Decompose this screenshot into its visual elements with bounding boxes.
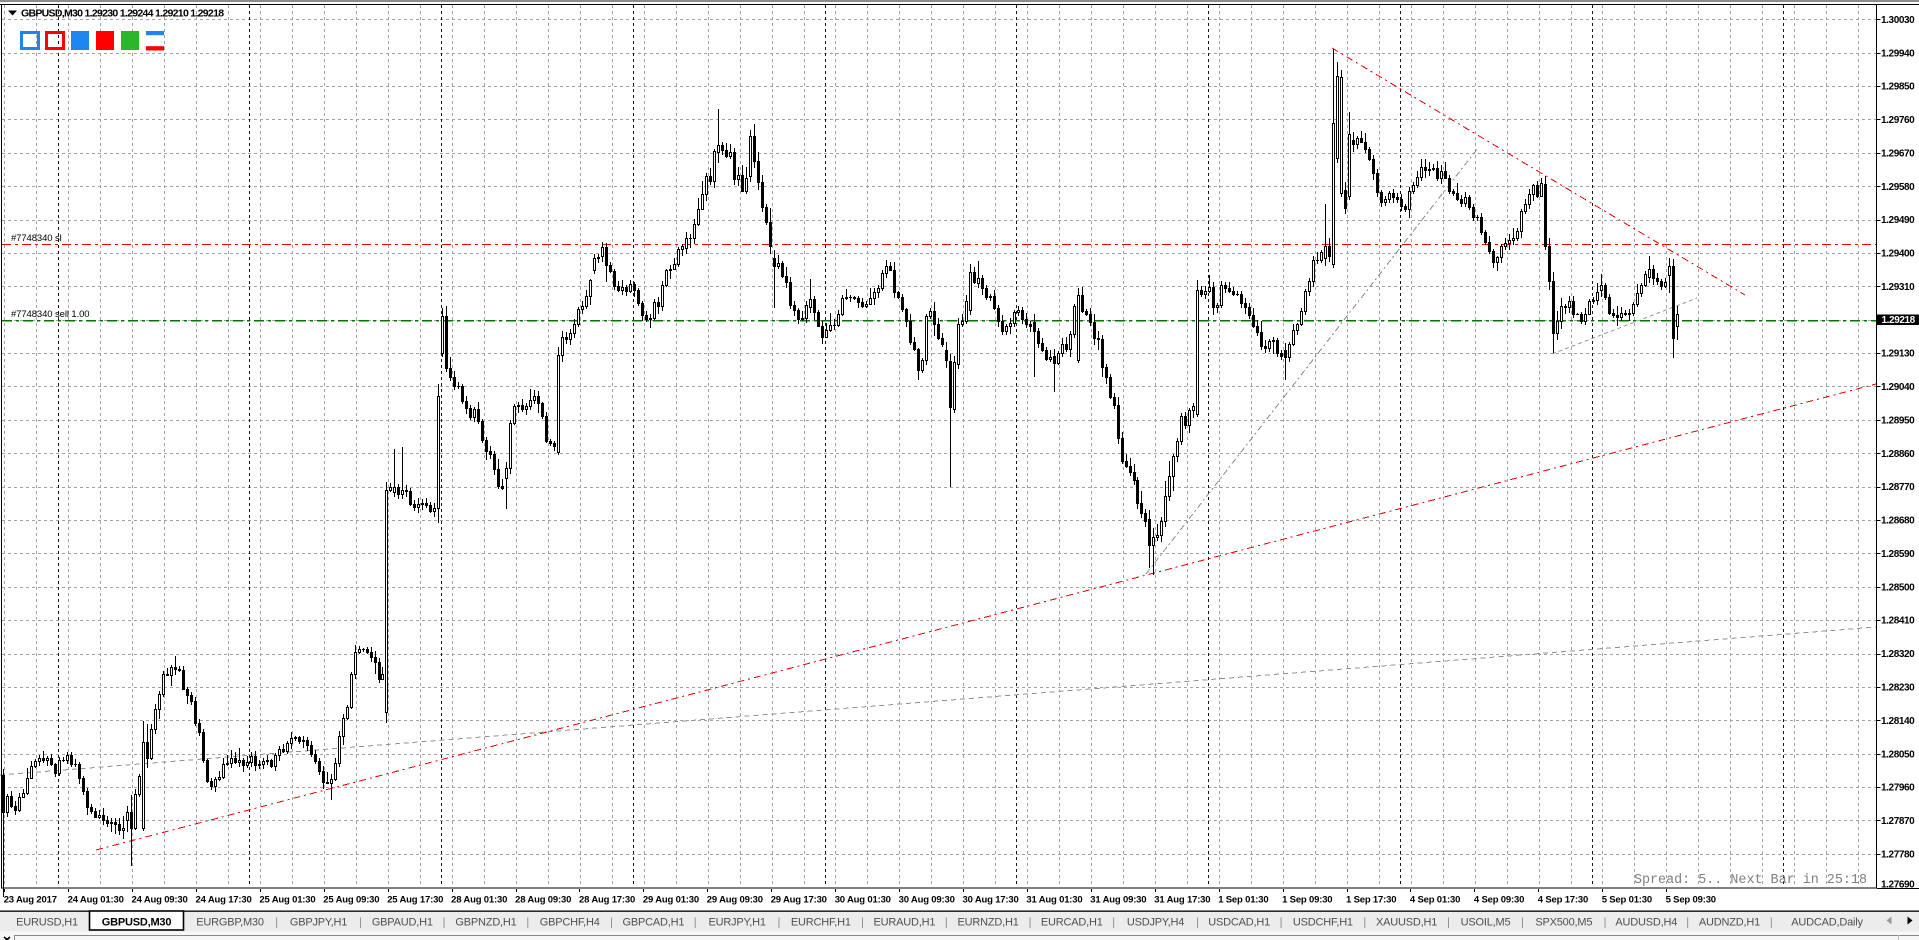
svg-text:XAUUSD,H1: XAUUSD,H1 xyxy=(1376,917,1437,929)
svg-text:1.29940: 1.29940 xyxy=(1881,48,1915,59)
svg-text:28 Aug 17:30: 28 Aug 17:30 xyxy=(579,895,635,906)
svg-text:1.28320: 1.28320 xyxy=(1881,649,1915,660)
svg-text:1.29130: 1.29130 xyxy=(1881,349,1915,360)
svg-text:1.28860: 1.28860 xyxy=(1881,449,1915,460)
svg-text:1.27690: 1.27690 xyxy=(1881,880,1915,891)
svg-text:USOIL,M5: USOIL,M5 xyxy=(1461,917,1511,929)
svg-text:AUDCAD,Daily: AUDCAD,Daily xyxy=(1791,917,1863,929)
svg-text:1.30030: 1.30030 xyxy=(1881,15,1915,26)
svg-text:EURGBP,M30: EURGBP,M30 xyxy=(196,917,264,929)
svg-text:GBPJPY,H1: GBPJPY,H1 xyxy=(290,917,347,929)
svg-text:4 Sep 17:30: 4 Sep 17:30 xyxy=(1538,895,1588,906)
svg-text:1.28590: 1.28590 xyxy=(1881,549,1915,560)
svg-text:|: | xyxy=(443,917,446,929)
svg-text:1.28050: 1.28050 xyxy=(1881,749,1915,760)
svg-text:1.29490: 1.29490 xyxy=(1881,215,1915,226)
svg-text:4 Sep 09:30: 4 Sep 09:30 xyxy=(1474,895,1524,906)
svg-text:31 Aug 17:30: 31 Aug 17:30 xyxy=(1154,895,1210,906)
svg-text:1.28680: 1.28680 xyxy=(1881,516,1915,527)
svg-text:1.29850: 1.29850 xyxy=(1881,82,1915,93)
svg-text:30 Aug 17:30: 30 Aug 17:30 xyxy=(963,895,1019,906)
svg-text:|: | xyxy=(275,917,278,929)
svg-text:5 Sep 09:30: 5 Sep 09:30 xyxy=(1666,895,1716,906)
svg-text:USDCHF,H1: USDCHF,H1 xyxy=(1293,917,1353,929)
svg-text:1 Sep 01:30: 1 Sep 01:30 xyxy=(1218,895,1268,906)
svg-text:1.29218: 1.29218 xyxy=(1882,315,1916,326)
svg-text:GBPCAD,H1: GBPCAD,H1 xyxy=(623,917,685,929)
svg-text:1.29760: 1.29760 xyxy=(1881,115,1915,126)
svg-text:|: | xyxy=(1521,917,1524,929)
svg-text:1.28140: 1.28140 xyxy=(1881,716,1915,727)
svg-text:EURNZD,H1: EURNZD,H1 xyxy=(958,917,1019,929)
svg-text:29 Aug 01:30: 29 Aug 01:30 xyxy=(643,895,699,906)
svg-text:1.27960: 1.27960 xyxy=(1881,783,1915,794)
svg-text:GBPCHF,H4: GBPCHF,H4 xyxy=(540,917,600,929)
svg-text:USDCAD,H1: USDCAD,H1 xyxy=(1208,917,1270,929)
svg-text:|: | xyxy=(359,917,362,929)
svg-text:1.27780: 1.27780 xyxy=(1881,849,1915,860)
svg-text:1 Sep 09:30: 1 Sep 09:30 xyxy=(1282,895,1332,906)
svg-text:1.28950: 1.28950 xyxy=(1881,416,1915,427)
svg-text:|: | xyxy=(1770,917,1773,929)
svg-text:EURAUD,H1: EURAUD,H1 xyxy=(874,917,936,929)
svg-text:1.29580: 1.29580 xyxy=(1881,182,1915,193)
svg-text:25 Aug 09:30: 25 Aug 09:30 xyxy=(323,895,379,906)
svg-text:#7748340 sell 1.00: #7748340 sell 1.00 xyxy=(11,309,90,320)
svg-text:1.29310: 1.29310 xyxy=(1881,282,1915,293)
svg-text:4 Sep 01:30: 4 Sep 01:30 xyxy=(1410,895,1460,906)
svg-text:1.28500: 1.28500 xyxy=(1881,582,1915,593)
svg-text:1.28230: 1.28230 xyxy=(1881,683,1915,694)
svg-text:#7748340 sl: #7748340 sl xyxy=(11,233,62,244)
svg-text:|: | xyxy=(526,917,529,929)
svg-text:|: | xyxy=(1280,917,1283,929)
svg-text:31 Aug 09:30: 31 Aug 09:30 xyxy=(1090,895,1146,906)
svg-text:1.29400: 1.29400 xyxy=(1881,249,1915,260)
svg-text:1.29670: 1.29670 xyxy=(1881,148,1915,159)
svg-text:|: | xyxy=(861,917,864,929)
svg-text:SPX500,M5: SPX500,M5 xyxy=(1535,917,1592,929)
svg-text:|: | xyxy=(1029,917,1032,929)
svg-text:GBPUSD,M30 1.29230 1.29244 1.: GBPUSD,M30 1.29230 1.29244 1.29210 1.292… xyxy=(21,8,224,20)
svg-text:1.28410: 1.28410 xyxy=(1881,616,1915,627)
svg-text:|: | xyxy=(694,917,697,929)
svg-text:1.28770: 1.28770 xyxy=(1881,482,1915,493)
svg-text:Spread: 5.. Next Bar in 25:18: Spread: 5.. Next Bar in 25:18 xyxy=(1634,873,1867,888)
svg-text:1 Sep 17:30: 1 Sep 17:30 xyxy=(1346,895,1396,906)
svg-text:28 Aug 01:30: 28 Aug 01:30 xyxy=(451,895,507,906)
svg-text:|: | xyxy=(1363,917,1366,929)
svg-text:EURUSD,H1: EURUSD,H1 xyxy=(16,917,78,929)
svg-text:|: | xyxy=(1447,917,1450,929)
svg-text:29 Aug 09:30: 29 Aug 09:30 xyxy=(707,895,763,906)
svg-text:28 Aug 09:30: 28 Aug 09:30 xyxy=(515,895,571,906)
svg-text:EURJPY,H1: EURJPY,H1 xyxy=(708,917,765,929)
svg-text:30 Aug 01:30: 30 Aug 01:30 xyxy=(835,895,891,906)
svg-text:25 Aug 01:30: 25 Aug 01:30 xyxy=(259,895,315,906)
svg-text:31 Aug 01:30: 31 Aug 01:30 xyxy=(1026,895,1082,906)
svg-text:24 Aug 01:30: 24 Aug 01:30 xyxy=(68,895,124,906)
svg-text:25 Aug 17:30: 25 Aug 17:30 xyxy=(387,895,443,906)
svg-text:30 Aug 09:30: 30 Aug 09:30 xyxy=(899,895,955,906)
svg-text:AUDNZD,H1: AUDNZD,H1 xyxy=(1699,917,1760,929)
svg-text:USDJPY,H4: USDJPY,H4 xyxy=(1127,917,1184,929)
svg-text:EURCHF,H1: EURCHF,H1 xyxy=(791,917,851,929)
svg-text:|: | xyxy=(1196,917,1199,929)
svg-text:GBPNZD,H1: GBPNZD,H1 xyxy=(455,917,516,929)
svg-text:29 Aug 17:30: 29 Aug 17:30 xyxy=(771,895,827,906)
svg-text:24 Aug 17:30: 24 Aug 17:30 xyxy=(196,895,252,906)
svg-text:|: | xyxy=(1686,917,1689,929)
svg-text:GBPAUD,H1: GBPAUD,H1 xyxy=(372,917,433,929)
svg-text:1.29040: 1.29040 xyxy=(1881,382,1915,393)
svg-text:|: | xyxy=(610,917,613,929)
svg-text:|: | xyxy=(777,917,780,929)
svg-text:|: | xyxy=(945,917,948,929)
svg-text:23 Aug 2017: 23 Aug 2017 xyxy=(4,895,57,906)
svg-text:1.27870: 1.27870 xyxy=(1881,816,1915,827)
svg-text:|: | xyxy=(1112,917,1115,929)
svg-text:AUDUSD,H4: AUDUSD,H4 xyxy=(1615,917,1677,929)
svg-text:24 Aug 09:30: 24 Aug 09:30 xyxy=(132,895,188,906)
svg-text:GBPUSD,M30: GBPUSD,M30 xyxy=(102,917,172,929)
svg-text:5 Sep 01:30: 5 Sep 01:30 xyxy=(1602,895,1652,906)
svg-text:|: | xyxy=(1604,917,1607,929)
svg-text:EURCAD,H1: EURCAD,H1 xyxy=(1041,917,1103,929)
